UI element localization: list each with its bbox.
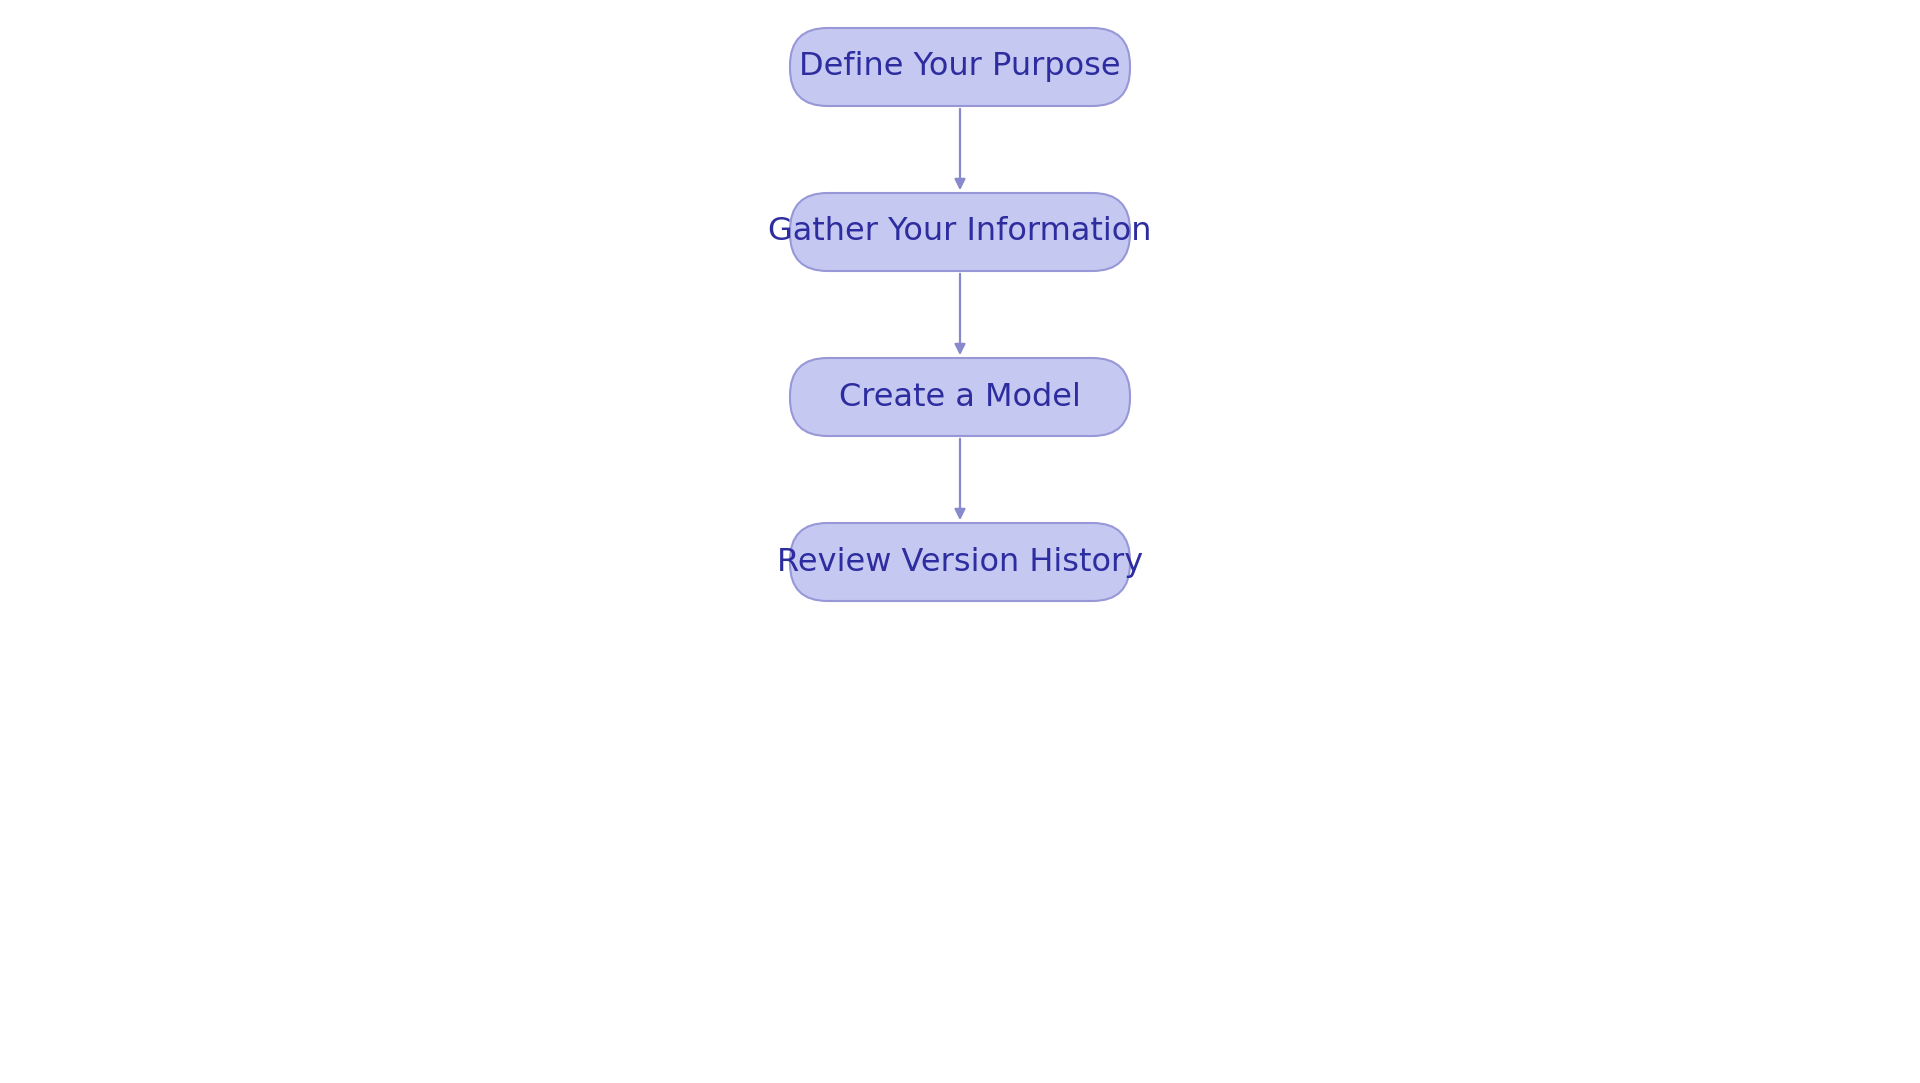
FancyBboxPatch shape bbox=[789, 28, 1131, 106]
Text: Review Version History: Review Version History bbox=[778, 547, 1142, 577]
Text: Gather Your Information: Gather Your Information bbox=[768, 217, 1152, 248]
FancyBboxPatch shape bbox=[789, 523, 1131, 601]
FancyBboxPatch shape bbox=[789, 358, 1131, 436]
Text: Define Your Purpose: Define Your Purpose bbox=[799, 52, 1121, 82]
Text: Create a Model: Create a Model bbox=[839, 381, 1081, 413]
FancyBboxPatch shape bbox=[789, 193, 1131, 271]
